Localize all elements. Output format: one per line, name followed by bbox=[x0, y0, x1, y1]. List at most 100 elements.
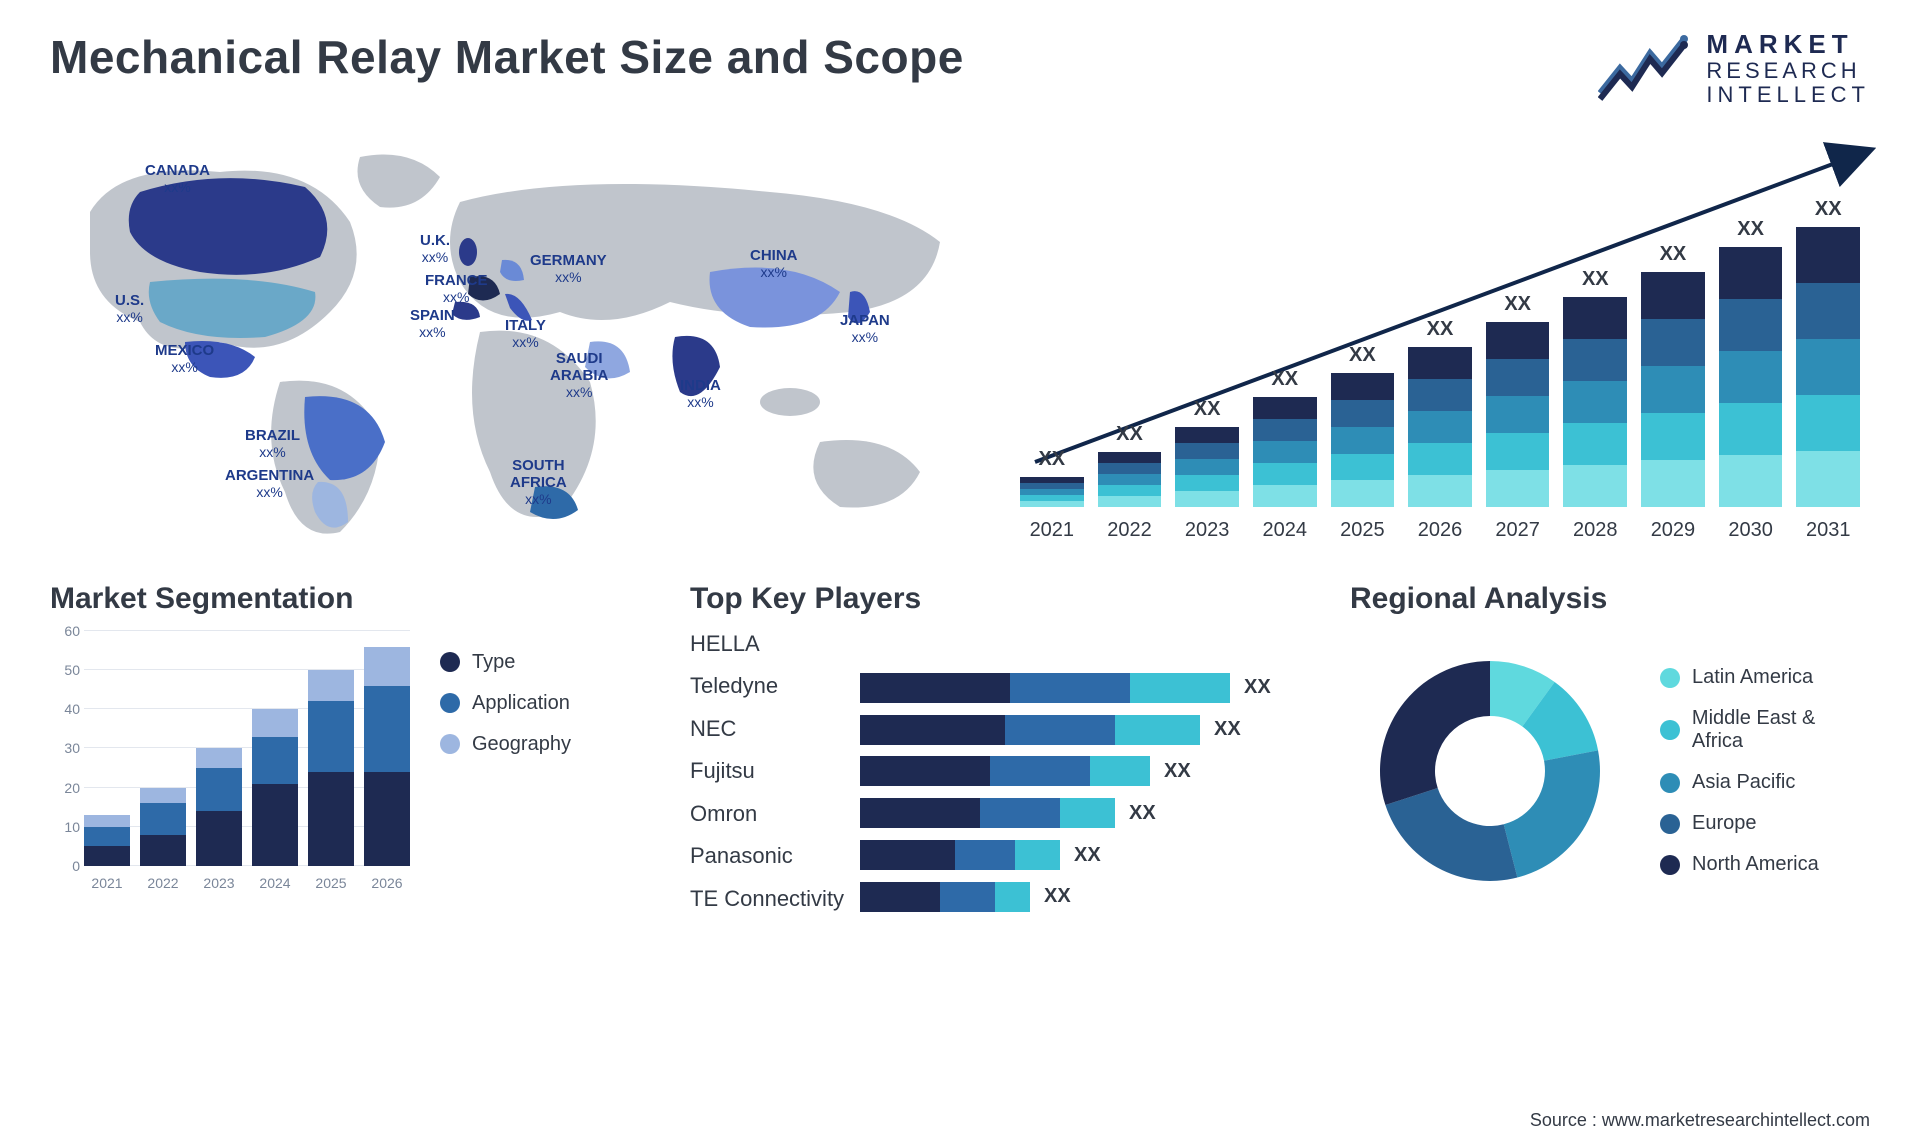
player-label: Fujitsu bbox=[690, 758, 860, 784]
map-label: GERMANYxx% bbox=[530, 252, 607, 285]
player-bar-seg bbox=[940, 882, 995, 912]
growth-bar-seg bbox=[1719, 455, 1783, 507]
legend-label: Geography bbox=[472, 733, 571, 756]
seg-bar-seg bbox=[84, 827, 130, 847]
growth-bar-seg bbox=[1719, 351, 1783, 403]
regional-legend: Latin AmericaMiddle East & AfricaAsia Pa… bbox=[1660, 666, 1870, 876]
growth-bar: XX bbox=[1253, 368, 1317, 507]
growth-bars: XXXXXXXXXXXXXXXXXXXXXX bbox=[1020, 157, 1860, 507]
logo-text: MARKET RESEARCH INTELLECT bbox=[1706, 30, 1870, 107]
player-bar-seg bbox=[955, 840, 1015, 870]
map-label: BRAZILxx% bbox=[245, 427, 300, 460]
growth-bar-year: 2027 bbox=[1486, 519, 1550, 542]
growth-bar-seg bbox=[1796, 227, 1860, 283]
seg-bar-seg bbox=[140, 835, 186, 866]
growth-bar-chart: XXXXXXXXXXXXXXXXXXXXXX 20212022202320242… bbox=[1010, 132, 1870, 552]
growth-bar-seg bbox=[1486, 359, 1550, 396]
growth-bar-value: XX bbox=[1815, 198, 1842, 221]
map-label: U.K.xx% bbox=[420, 232, 450, 265]
regional-legend-item: North America bbox=[1660, 853, 1870, 876]
player-bar-value: XX bbox=[1164, 760, 1191, 783]
growth-bar-seg bbox=[1253, 419, 1317, 441]
growth-bar: XX bbox=[1331, 344, 1395, 507]
seg-ytick: 20 bbox=[50, 780, 80, 796]
seg-bar-seg bbox=[364, 647, 410, 686]
regional-legend-item: Latin America bbox=[1660, 666, 1870, 689]
donut-chart bbox=[1350, 641, 1630, 901]
player-bar-row: XX bbox=[860, 673, 1320, 703]
player-bar-seg bbox=[860, 715, 1005, 745]
segmentation-xaxis: 202120222023202420252026 bbox=[84, 875, 410, 891]
page-title: Mechanical Relay Market Size and Scope bbox=[50, 30, 964, 84]
source-text: Source : www.marketresearchintellect.com bbox=[1530, 1110, 1870, 1131]
player-label: Omron bbox=[690, 801, 860, 827]
seg-bar bbox=[196, 748, 242, 865]
seg-year: 2024 bbox=[252, 875, 298, 891]
player-bar-seg bbox=[1090, 756, 1150, 786]
seg-ytick: 0 bbox=[50, 858, 80, 874]
key-players-title: Top Key Players bbox=[690, 582, 1320, 616]
top-row: CANADAxx%U.S.xx%MEXICOxx%BRAZILxx%ARGENT… bbox=[50, 132, 1870, 552]
growth-bar-value: XX bbox=[1582, 268, 1609, 291]
growth-bar-seg bbox=[1641, 272, 1705, 319]
growth-bar: XX bbox=[1641, 243, 1705, 507]
segmentation-bars bbox=[84, 631, 410, 866]
player-label: HELLA bbox=[690, 631, 860, 657]
growth-bar-value: XX bbox=[1737, 218, 1764, 241]
growth-bar-seg bbox=[1796, 451, 1860, 507]
growth-bar-seg bbox=[1331, 427, 1395, 454]
growth-bar-seg bbox=[1486, 396, 1550, 433]
growth-bar-year: 2024 bbox=[1253, 519, 1317, 542]
seg-bar-seg bbox=[308, 701, 354, 772]
legend-label: Application bbox=[472, 692, 570, 715]
seg-bar-seg bbox=[252, 784, 298, 866]
seg-bar-seg bbox=[196, 811, 242, 866]
bottom-row: Market Segmentation 0102030405060 202120… bbox=[50, 582, 1870, 912]
growth-bar: XX bbox=[1020, 448, 1084, 507]
seg-bar-seg bbox=[364, 772, 410, 866]
player-bar-seg bbox=[1015, 840, 1060, 870]
seg-year: 2025 bbox=[308, 875, 354, 891]
player-bar-seg bbox=[1115, 715, 1200, 745]
growth-bar-seg bbox=[1486, 470, 1550, 507]
seg-bar bbox=[84, 815, 130, 866]
growth-bar: XX bbox=[1563, 268, 1627, 507]
player-bar-seg bbox=[1005, 715, 1115, 745]
player-bar-seg bbox=[990, 756, 1090, 786]
donut-slice bbox=[1385, 788, 1517, 881]
key-players-labels: HELLATeledyneNECFujitsuOmronPanasonicTE … bbox=[690, 631, 860, 912]
segmentation-yaxis: 0102030405060 bbox=[50, 631, 80, 866]
seg-bar-seg bbox=[84, 846, 130, 866]
legend-swatch bbox=[1660, 773, 1680, 793]
map-label: FRANCExx% bbox=[425, 272, 488, 305]
growth-bar-value: XX bbox=[1504, 293, 1531, 316]
player-bar-row: XX bbox=[860, 756, 1320, 786]
seg-bar bbox=[140, 788, 186, 866]
growth-bar-seg bbox=[1719, 247, 1783, 299]
map-label: U.S.xx% bbox=[115, 292, 144, 325]
growth-bar-seg bbox=[1175, 443, 1239, 459]
segmentation-title: Market Segmentation bbox=[50, 582, 660, 616]
growth-bar-seg bbox=[1563, 381, 1627, 423]
growth-bar-seg bbox=[1641, 460, 1705, 507]
legend-label: Europe bbox=[1692, 812, 1757, 835]
map-label: SPAINxx% bbox=[410, 307, 455, 340]
growth-bar-seg bbox=[1098, 474, 1162, 485]
growth-bar-value: XX bbox=[1427, 318, 1454, 341]
growth-bar: XX bbox=[1098, 423, 1162, 507]
legend-swatch bbox=[440, 734, 460, 754]
growth-bar-seg bbox=[1563, 465, 1627, 507]
logo-line3: INTELLECT bbox=[1706, 83, 1870, 107]
growth-bar-seg bbox=[1486, 433, 1550, 470]
player-label: NEC bbox=[690, 716, 860, 742]
seg-bar-seg bbox=[308, 670, 354, 701]
growth-bar-seg bbox=[1331, 373, 1395, 400]
seg-ytick: 50 bbox=[50, 662, 80, 678]
growth-bar-seg bbox=[1563, 423, 1627, 465]
player-bar-row: XX bbox=[860, 798, 1320, 828]
map-label: MEXICOxx% bbox=[155, 342, 214, 375]
seg-bar-seg bbox=[308, 772, 354, 866]
map-label: CANADAxx% bbox=[145, 162, 210, 195]
growth-bar-year: 2029 bbox=[1641, 519, 1705, 542]
page: Mechanical Relay Market Size and Scope M… bbox=[0, 0, 1920, 1146]
